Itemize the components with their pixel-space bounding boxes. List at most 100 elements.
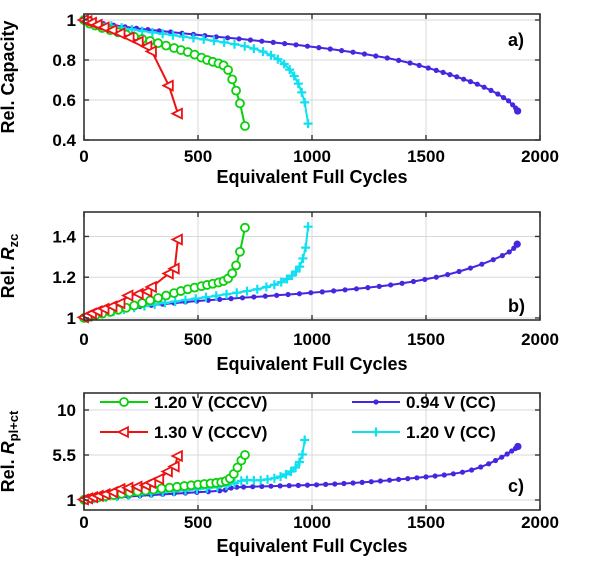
x-tick-label: 2000: [521, 330, 559, 349]
marker-dot: [467, 265, 474, 271]
legend-entry-dot: 0.94 V (CC): [352, 393, 496, 412]
y-tick-label: 1.2: [52, 268, 76, 287]
marker-plus: [289, 71, 299, 81]
marker-plus: [281, 469, 291, 479]
y-axis-label: Rel. Rpl+ct: [0, 410, 21, 492]
panel-label-c: c): [508, 476, 524, 496]
marker-triangle-left: [112, 27, 126, 40]
marker-plus: [293, 79, 303, 89]
marker-dot: [361, 51, 368, 57]
x-tick-label: 1000: [293, 330, 331, 349]
tick-marks: [83, 393, 541, 510]
x-axis-label-b: Equivalent Full Cycles: [216, 354, 407, 374]
legend-label: 1.20 V (CC): [406, 423, 496, 442]
marker-plus: [261, 282, 271, 292]
marker-plus: [371, 427, 381, 437]
marker-dot: [228, 485, 234, 491]
marker-dot: [353, 286, 360, 292]
marker-plus: [242, 286, 252, 296]
x-tick-label: 1500: [407, 330, 445, 349]
marker-dot: [433, 67, 439, 73]
marker-circle: [240, 121, 250, 131]
marker-dot: [499, 454, 505, 460]
marker-plus: [240, 41, 250, 51]
marker-plus: [229, 39, 239, 49]
marker-dot: [373, 53, 379, 59]
marker-circle: [145, 295, 156, 306]
marker-dot: [295, 482, 301, 488]
marker-dot: [259, 38, 265, 44]
marker-dot: [495, 91, 501, 97]
marker-circle: [235, 98, 245, 109]
marker-circle: [231, 85, 241, 96]
x-tick-label: 2000: [521, 513, 559, 532]
legend-entry-circle: 1.20 V (CCCV): [100, 393, 267, 412]
marker-plus: [300, 435, 310, 445]
marker-plus: [285, 65, 295, 75]
marker-dot: [461, 76, 467, 82]
marker-dot: [388, 282, 394, 288]
marker-plus: [180, 295, 190, 305]
marker-circle: [161, 290, 171, 301]
marker-triangle-left: [151, 472, 165, 486]
y-tick-label: 5.5: [52, 446, 76, 465]
y-tick-label: 1.4: [52, 227, 76, 246]
marker-triangle-left: [167, 460, 180, 473]
marker-circle: [153, 293, 164, 303]
marker-triangle-left: [116, 425, 129, 439]
x-tick-label: 500: [184, 513, 212, 532]
marker-dot: [327, 46, 333, 52]
marker-plus: [273, 54, 283, 64]
y-tick-label: 0.6: [52, 91, 76, 110]
marker-plus: [209, 36, 219, 46]
marker-dot: [316, 45, 322, 51]
marker-circle: [161, 40, 171, 51]
marker-dot: [447, 72, 453, 78]
marker-dot: [513, 240, 521, 248]
legend-label: 1.20 V (CCCV): [154, 393, 267, 412]
marker-dot: [308, 290, 314, 296]
marker-dot: [440, 69, 446, 75]
tick-marks: [83, 212, 541, 320]
x-tick-label: 2000: [521, 147, 559, 166]
panel-label-a: a): [508, 30, 524, 50]
marker-dot: [407, 60, 413, 66]
marker-plus: [276, 277, 286, 287]
marker-dot: [459, 469, 466, 475]
marker-plus: [222, 289, 231, 299]
marker-plus: [127, 24, 137, 34]
series-line-circle: [83, 19, 246, 127]
marker-plus: [300, 97, 310, 107]
marker-dot: [474, 81, 480, 87]
marker-dot: [441, 472, 447, 478]
marker-triangle-left: [144, 280, 157, 294]
marker-circle: [227, 74, 238, 85]
marker-dot: [270, 39, 276, 46]
marker-dot: [506, 249, 512, 255]
marker-dot: [478, 464, 484, 470]
subplot-b-content: 0 500 1000 1500 2000 1 1.2 1.4 Rel. Rzc: [0, 211, 559, 349]
marker-dot: [399, 280, 405, 286]
marker-dot: [268, 483, 274, 489]
marker-dot: [217, 296, 223, 303]
marker-dot: [450, 471, 456, 477]
marker-dot: [499, 253, 505, 259]
marker-dot: [293, 42, 299, 48]
marker-dot: [490, 257, 496, 263]
marker-dot: [422, 276, 428, 283]
marker-dot: [225, 35, 231, 41]
marker-dot: [274, 292, 280, 298]
marker-dot: [373, 399, 379, 405]
marker-plus: [301, 243, 311, 253]
x-tick-label: 500: [184, 147, 212, 166]
legend: 1.20 V (CCCV) 1.30 V (CCCV) 0.94 V (CC) 1.2…: [100, 393, 496, 442]
marker-plus: [297, 450, 307, 459]
marker-plus: [258, 47, 268, 57]
marker-circle: [232, 462, 243, 473]
marker-triangle-left: [161, 79, 174, 92]
marker-plus: [282, 274, 292, 284]
marker-plus: [286, 467, 296, 476]
marker-circle: [235, 246, 245, 257]
marker-dot: [304, 482, 311, 488]
marker-triangle-left: [144, 45, 157, 58]
